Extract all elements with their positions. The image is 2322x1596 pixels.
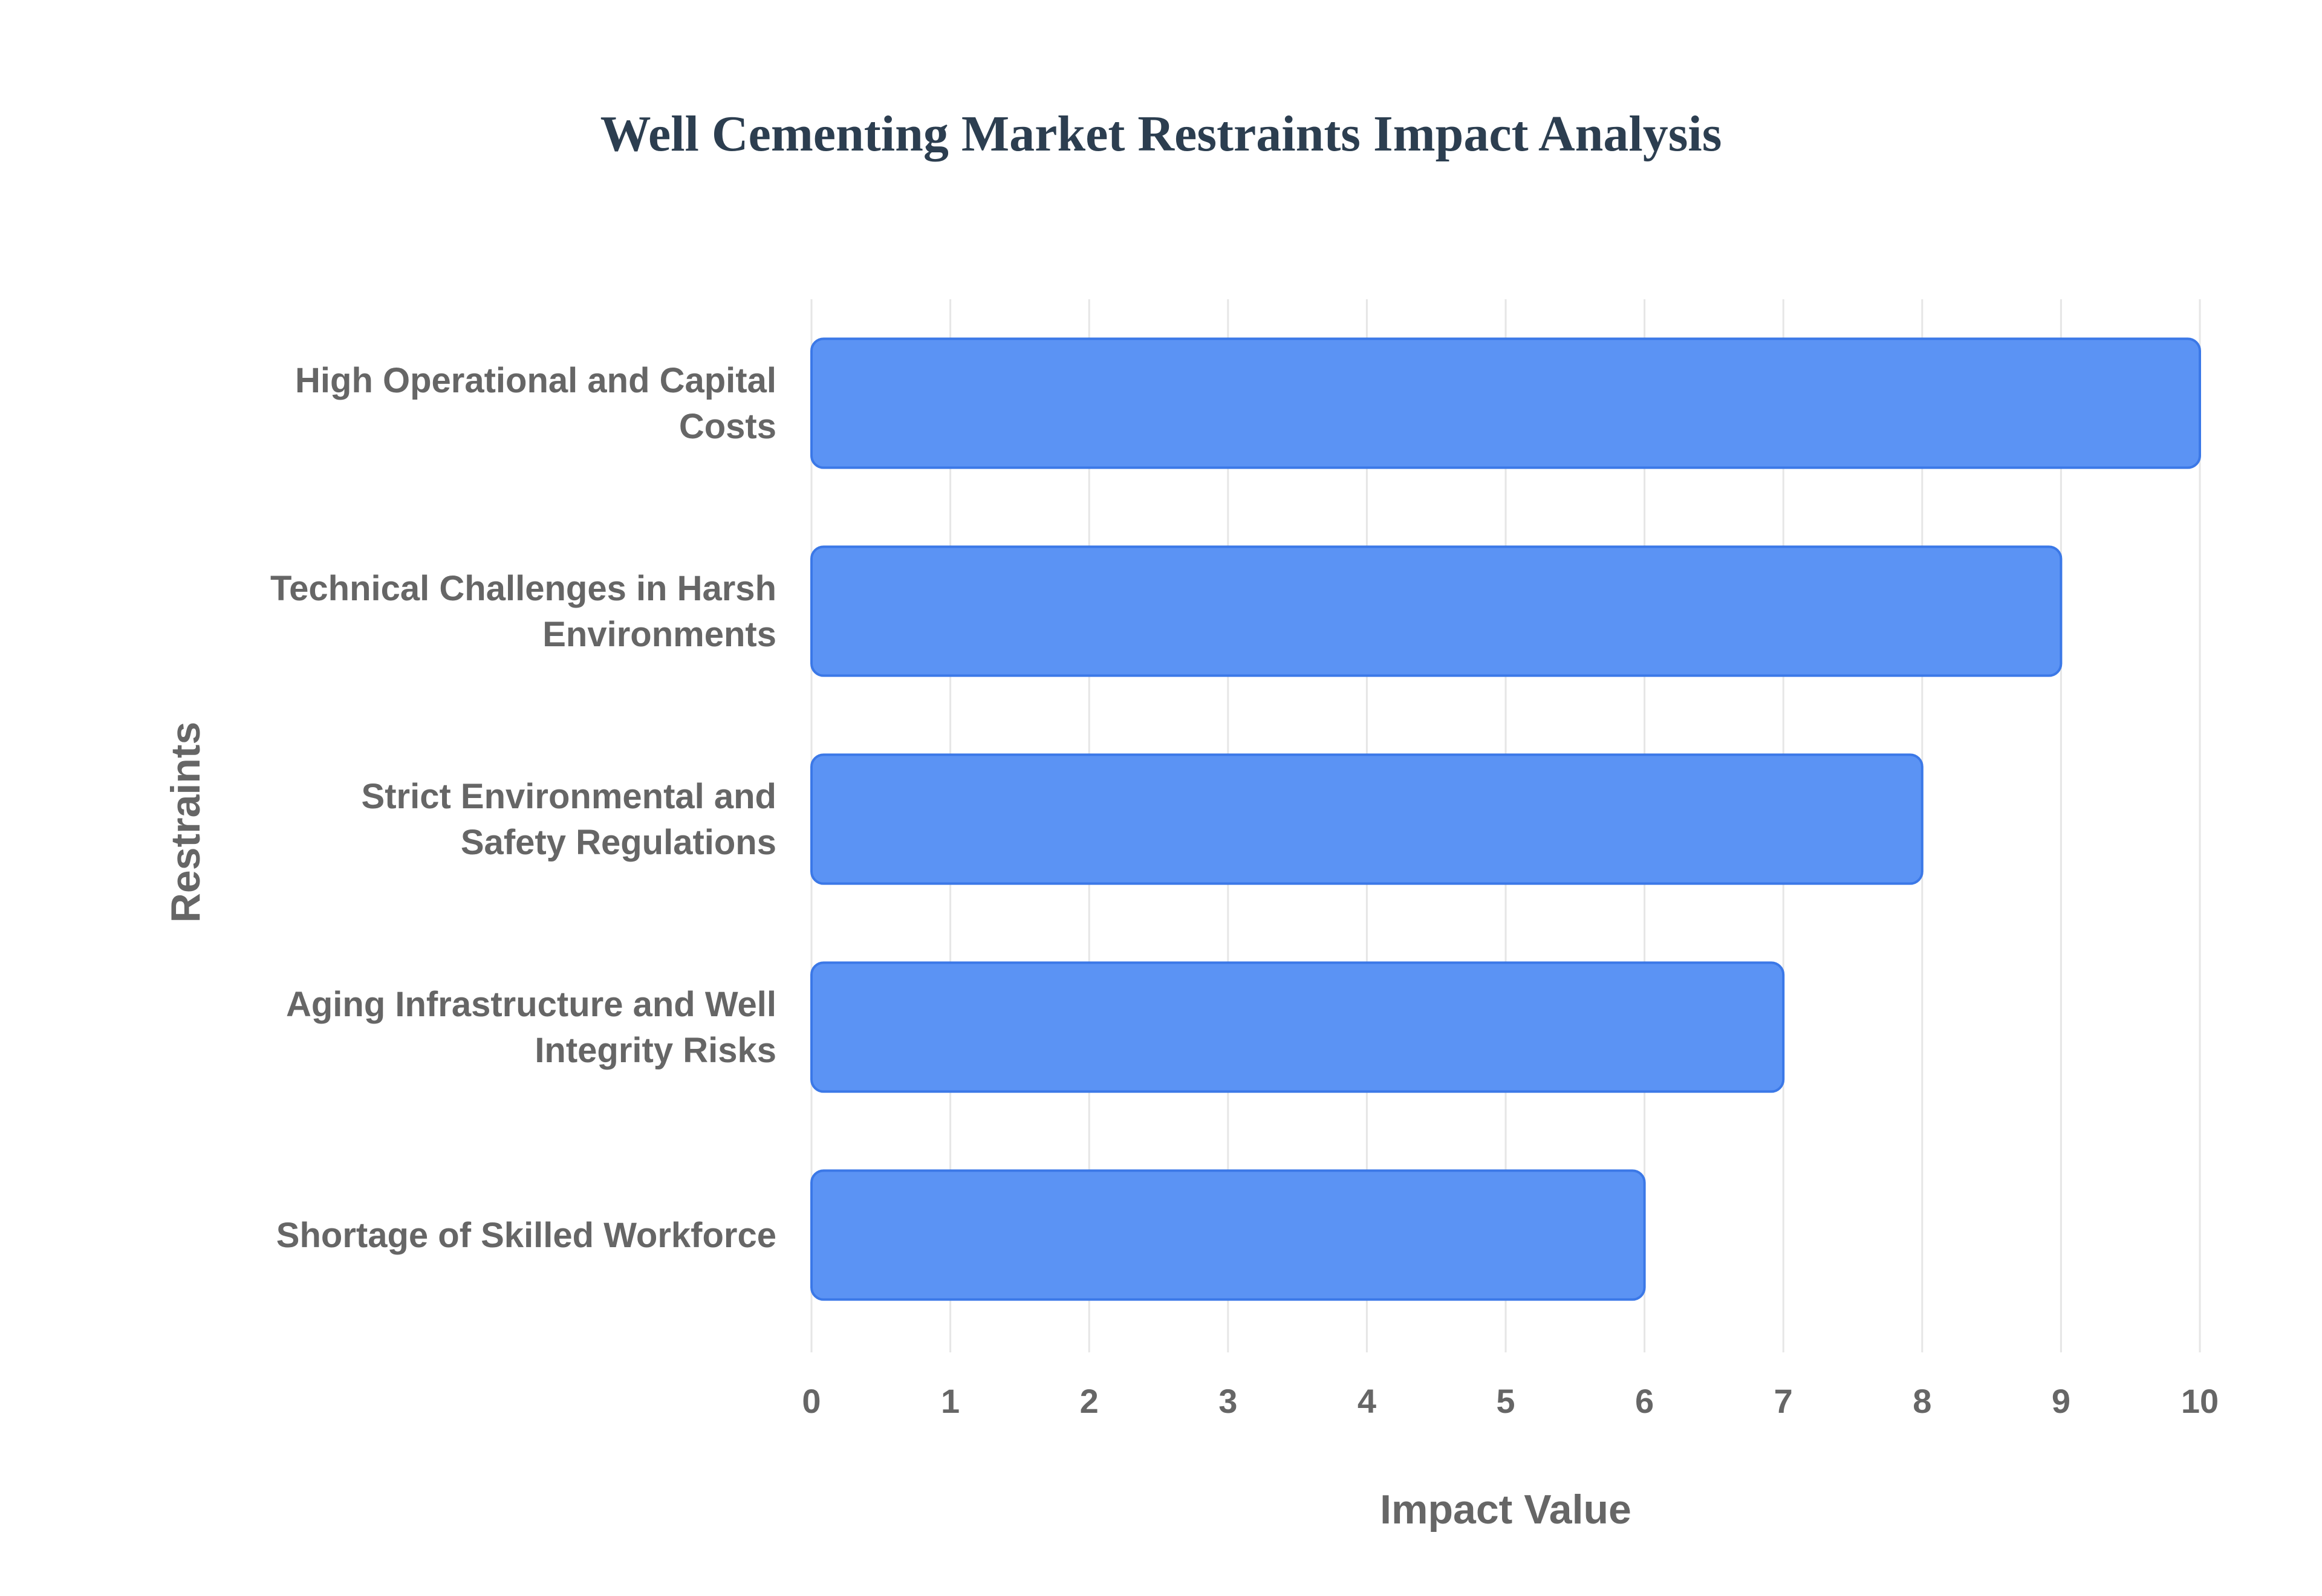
- x-axis-title: Impact Value: [1380, 1487, 1631, 1533]
- x-tick-label: 3: [1218, 1382, 1237, 1420]
- x-tick-label: 5: [1496, 1382, 1515, 1420]
- category-label-line: Technical Challenges in Harsh: [270, 569, 776, 608]
- x-tick-label: 0: [802, 1382, 821, 1420]
- category-label-line: Costs: [679, 407, 776, 446]
- bars: [810, 337, 2201, 1301]
- x-axis-ticks: 0 1 2 3 4 5 6 7 8 9 10: [802, 1382, 2219, 1420]
- category-label: Shortage of Skilled Workforce: [276, 1216, 776, 1255]
- y-axis-categories: High Operational and Capital Costs Technic…: [270, 361, 776, 1255]
- x-tick-label: 4: [1358, 1382, 1376, 1420]
- category-label-line: Integrity Risks: [535, 1031, 776, 1070]
- bar: [810, 337, 2201, 469]
- y-axis-title: Restraints: [163, 722, 209, 923]
- category-label: Aging Infrastructure and Well Integrity R…: [286, 985, 776, 1070]
- x-tick-label: 8: [1913, 1382, 1931, 1420]
- category-label: Strict Environmental and Safety Regulatio…: [362, 777, 776, 862]
- x-tick-label: 6: [1635, 1382, 1654, 1420]
- category-label-line: Environments: [542, 615, 776, 654]
- category-label-line: Safety Regulations: [461, 823, 776, 862]
- category-label-line: High Operational and Capital: [295, 361, 776, 400]
- bar: [810, 753, 1924, 885]
- bar: [810, 545, 2063, 677]
- bar: [810, 1169, 1646, 1301]
- x-tick-label: 10: [2181, 1382, 2219, 1420]
- x-tick-label: 1: [941, 1382, 960, 1420]
- x-tick-label: 2: [1080, 1382, 1099, 1420]
- x-tick-label: 9: [2052, 1382, 2070, 1420]
- category-label-line: Shortage of Skilled Workforce: [276, 1216, 776, 1255]
- category-label: Technical Challenges in Harsh Environment…: [270, 569, 776, 654]
- category-label-line: Aging Infrastructure and Well: [286, 985, 776, 1024]
- category-label: High Operational and Capital Costs: [295, 361, 776, 446]
- chart-title: Well Cementing Market Restraints Impact …: [600, 106, 1722, 162]
- x-tick-label: 7: [1774, 1382, 1793, 1420]
- bar: [810, 961, 1785, 1093]
- category-label-line: Strict Environmental and: [362, 777, 776, 816]
